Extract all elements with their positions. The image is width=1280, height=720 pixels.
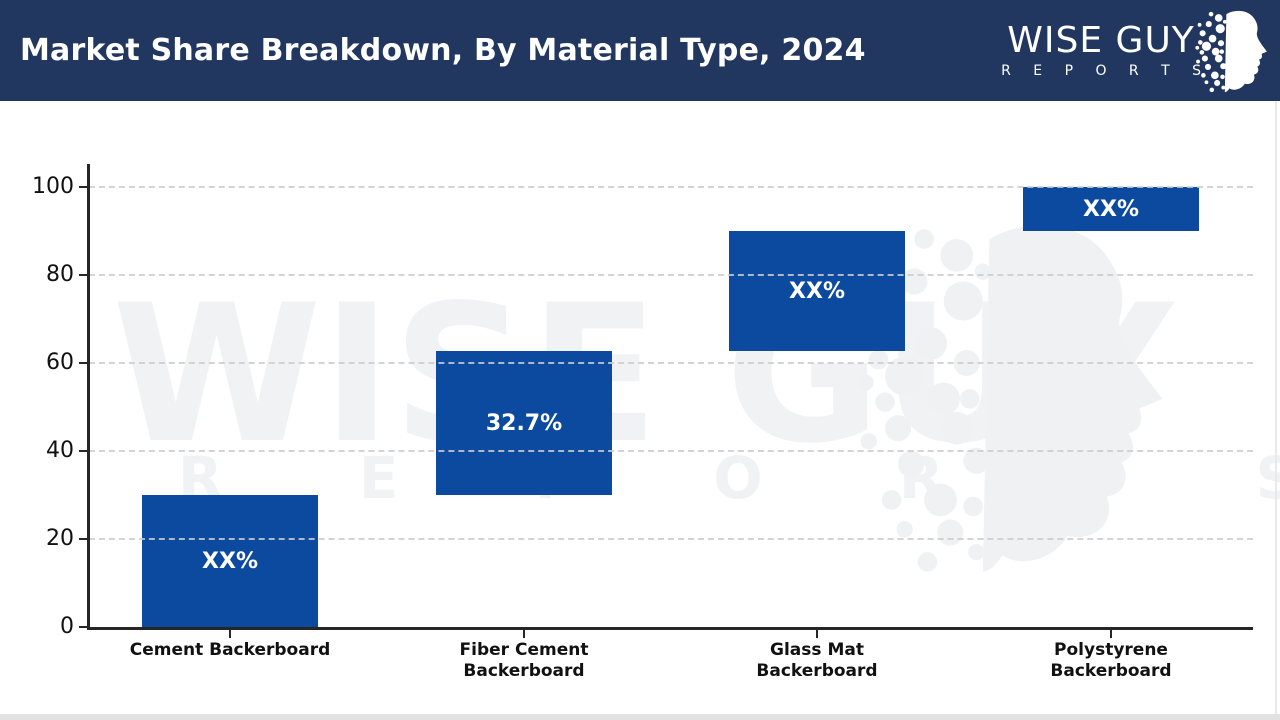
category-label: Polystyrene Backerboard <box>1001 640 1221 682</box>
gridline <box>89 186 1253 188</box>
y-tick-label: 100 <box>32 174 74 199</box>
bar: XX% <box>142 495 318 627</box>
bar-value-label: XX% <box>789 278 845 304</box>
wiseguy-logo: WISE GUY R E P O R T S <box>992 6 1274 96</box>
footer-strip <box>0 714 1280 720</box>
x-tick-mark <box>523 630 525 638</box>
bar: XX% <box>1023 187 1199 231</box>
y-tick-mark <box>79 626 87 628</box>
category-label-line: Backerboard <box>1050 661 1172 681</box>
category-label-line: Glass Mat <box>770 640 864 660</box>
y-tick-mark <box>79 186 87 188</box>
category-label-line: Fiber Cement <box>459 640 589 660</box>
y-tick-label: 0 <box>60 614 74 639</box>
y-axis-line <box>87 164 90 629</box>
logo-head-icon <box>1195 10 1267 92</box>
category-label-line: Polystyrene <box>1054 640 1168 660</box>
page-title: Market Share Breakdown, By Material Type… <box>20 33 866 68</box>
bar: XX% <box>729 231 905 352</box>
right-edge-line <box>1275 101 1277 714</box>
category-label-line: Backerboard <box>756 661 878 681</box>
gridline <box>89 362 1253 364</box>
y-tick-mark <box>79 362 87 364</box>
logo-brand-text: WISE GUY <box>1007 19 1195 61</box>
gridline <box>89 450 1253 452</box>
x-tick-mark <box>816 630 818 638</box>
category-label: Fiber Cement Backerboard <box>414 640 634 682</box>
category-label: Glass Mat Backerboard <box>707 640 927 682</box>
x-tick-mark <box>229 630 231 638</box>
category-label-line: Backerboard <box>463 661 585 681</box>
bar: 32.7% <box>436 351 612 495</box>
logo-reports-text: R E P O R T S <box>1001 62 1210 79</box>
y-tick-mark <box>79 450 87 452</box>
logo-text: WISE GUY R E P O R T S <box>992 19 1210 79</box>
bar-value-label: XX% <box>202 548 258 574</box>
header-bar: Market Share Breakdown, By Material Type… <box>0 0 1280 101</box>
category-label: Cement Backerboard <box>120 640 340 661</box>
x-tick-mark <box>1110 630 1112 638</box>
gridline <box>89 274 1253 276</box>
y-tick-mark <box>79 274 87 276</box>
category-label-line: Cement Backerboard <box>129 640 331 660</box>
y-tick-label: 20 <box>46 526 74 551</box>
x-axis-line <box>87 627 1253 630</box>
y-tick-label: 80 <box>46 262 74 287</box>
gridline <box>89 538 1253 540</box>
bar-value-label: XX% <box>1083 196 1139 222</box>
bar-value-label: 32.7% <box>485 410 563 436</box>
y-tick-label: 40 <box>46 438 74 463</box>
y-tick-mark <box>79 538 87 540</box>
y-tick-label: 60 <box>46 350 74 375</box>
